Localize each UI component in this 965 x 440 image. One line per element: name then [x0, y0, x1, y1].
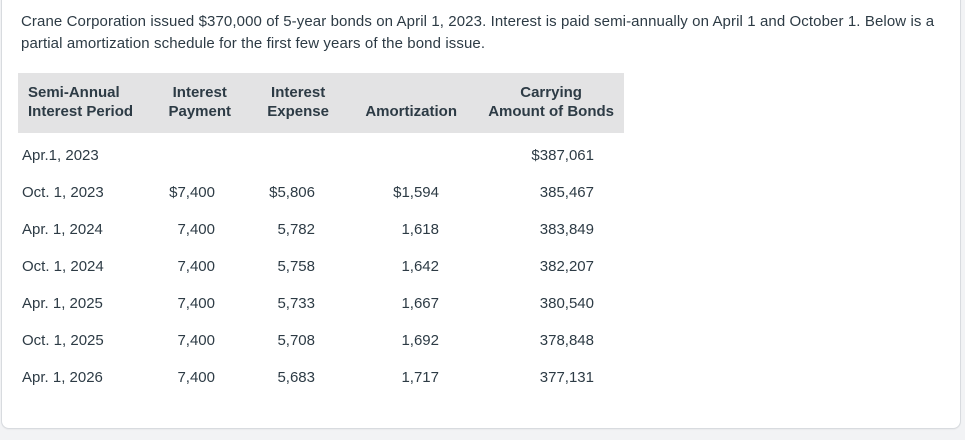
table-row: Oct. 1, 2025 7,400 5,708 1,692 378,848 — [18, 322, 624, 359]
table-row: Apr.1, 2023 $387,061 — [18, 133, 624, 174]
cell-period: Apr. 1, 2024 — [22, 221, 103, 238]
cell-period: Apr. 1, 2026 — [22, 369, 103, 386]
cell-interest-payment: 7,400 — [177, 369, 215, 386]
cell-carrying-amount: 385,467 — [539, 184, 594, 201]
cell-carrying-amount: 380,540 — [539, 295, 594, 312]
cell-carrying-amount: 377,131 — [539, 369, 594, 386]
col-header-period: Semi-Annual Interest Period — [18, 73, 163, 133]
cell-interest-payment: 7,400 — [177, 221, 215, 238]
question-card: Crane Corporation issued $370,000 of 5-y… — [1, 0, 961, 429]
cell-amortization — [333, 133, 458, 174]
cell-amortization: 1,667 — [401, 295, 439, 312]
col-header-interest-payment: Interest Payment — [163, 73, 233, 133]
col-header-text: Carrying Amount of Bonds — [488, 84, 614, 120]
table-row: Apr. 1, 2026 7,400 5,683 1,717 377,131 — [18, 359, 624, 396]
cell-interest-payment: $7,400 — [169, 184, 215, 201]
cell-amortization: 1,717 — [401, 369, 439, 386]
cell-interest-expense: 5,733 — [277, 295, 315, 312]
col-header-carrying-amount: Carrying Amount of Bonds — [458, 73, 624, 133]
col-header-text: Amortization — [365, 103, 457, 120]
col-header-amortization: Amortization — [333, 73, 458, 133]
cell-period: Apr.1, 2023 — [22, 147, 99, 164]
question-text: Crane Corporation issued $370,000 of 5-y… — [21, 13, 935, 52]
cell-period: Oct. 1, 2023 — [22, 184, 104, 201]
cell-amortization: 1,642 — [401, 258, 439, 275]
cell-period: Apr. 1, 2025 — [22, 295, 103, 312]
col-header-interest-expense: Interest Expense — [233, 73, 333, 133]
cell-interest-expense: 5,683 — [277, 369, 315, 386]
table-row: Apr. 1, 2024 7,400 5,782 1,618 383,849 — [18, 211, 624, 248]
col-header-text: Interest Payment — [168, 84, 231, 120]
cell-carrying-amount: 383,849 — [539, 221, 594, 238]
cell-interest-payment: 7,400 — [177, 332, 215, 349]
amortization-table: Semi-Annual Interest Period Interest Paymen… — [18, 73, 624, 396]
cell-carrying-amount: 382,207 — [539, 258, 594, 275]
cell-interest-expense: $5,806 — [269, 184, 315, 201]
table-row: Oct. 1, 2024 7,400 5,758 1,642 382,207 — [18, 248, 624, 285]
table-row: Oct. 1, 2023 $7,400 $5,806 $1,594 385,467 — [18, 174, 624, 211]
cell-carrying-amount: $387,061 — [531, 147, 594, 164]
cell-interest-expense — [233, 133, 333, 174]
cell-amortization: $1,594 — [393, 184, 439, 201]
cell-interest-expense: 5,758 — [277, 258, 315, 275]
cell-amortization: 1,618 — [401, 221, 439, 238]
cell-interest-payment — [163, 133, 233, 174]
table-header: Semi-Annual Interest Period Interest Paymen… — [18, 73, 624, 133]
col-header-text: Semi-Annual Interest Period — [28, 84, 134, 120]
header-row: Semi-Annual Interest Period Interest Paymen… — [18, 73, 624, 133]
table-row: Apr. 1, 2025 7,400 5,733 1,667 380,540 — [18, 285, 624, 322]
cell-amortization: 1,692 — [401, 332, 439, 349]
table-body: Apr.1, 2023 $387,061 Oct. 1, 2023 $7,400 $5,… — [18, 133, 624, 396]
cell-interest-expense: 5,708 — [277, 332, 315, 349]
cell-period: Oct. 1, 2025 — [22, 332, 104, 349]
cell-interest-payment: 7,400 — [177, 258, 215, 275]
cell-interest-expense: 5,782 — [277, 221, 315, 238]
cell-period: Oct. 1, 2024 — [22, 258, 104, 275]
cell-interest-payment: 7,400 — [177, 295, 215, 312]
cell-carrying-amount: 378,848 — [539, 332, 594, 349]
col-header-text: Interest Expense — [267, 84, 329, 120]
